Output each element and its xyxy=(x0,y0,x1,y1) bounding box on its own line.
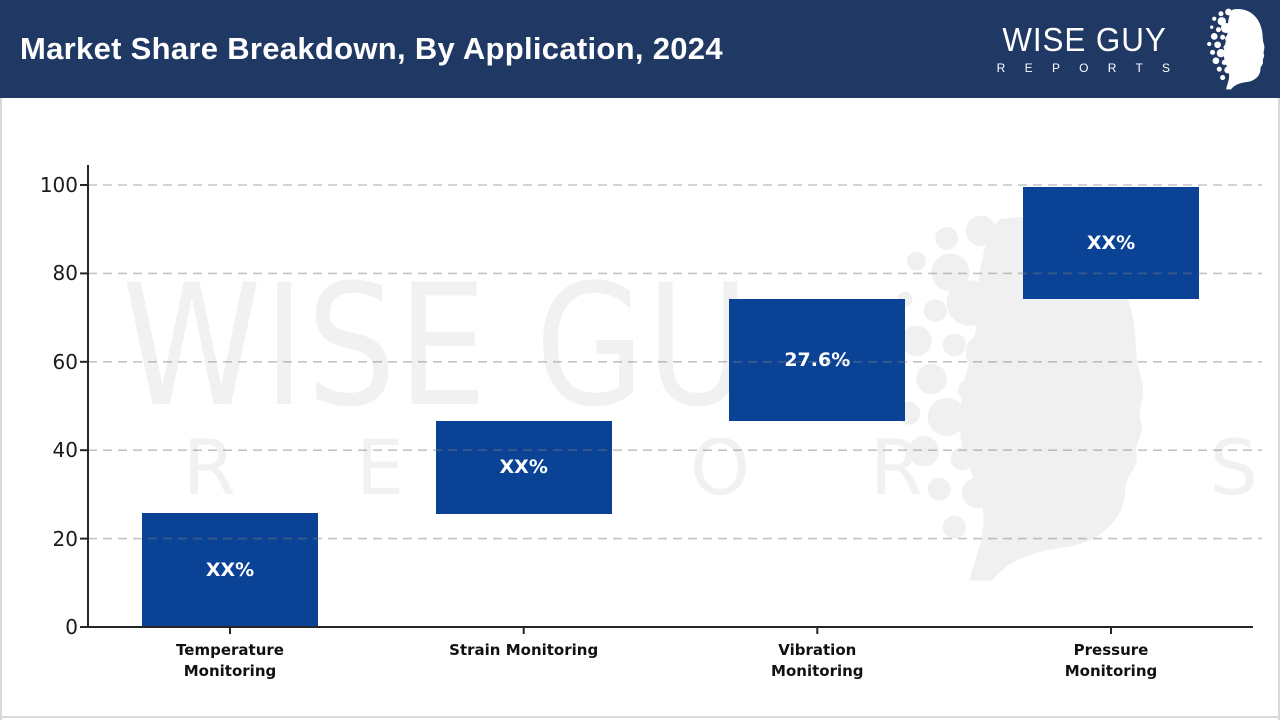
brand-logo: WISE GUY R E P O R T S xyxy=(991,0,1268,98)
category-label-temperature-monitoring: Temperature Monitoring xyxy=(176,641,284,680)
brand-subtitle: R E P O R T S xyxy=(996,61,1178,75)
bottom-border xyxy=(0,716,1280,718)
y-axis-label-100: 100 xyxy=(39,173,78,197)
brand-name: WISE GUY xyxy=(1002,21,1167,58)
page-title: Market Share Breakdown, By Application, … xyxy=(20,31,723,66)
bar-value-label: XX% xyxy=(499,456,548,479)
brand-dot-face-icon xyxy=(1207,8,1265,90)
header: Market Share Breakdown, By Application, … xyxy=(0,0,1280,98)
brand-logo-text: WISE GUY R E P O R T S xyxy=(991,23,1178,75)
bar-value-label: 27.6% xyxy=(784,349,851,372)
y-axis-label-20: 20 xyxy=(52,526,78,551)
bar-temperature-monitoring: XX% xyxy=(142,512,318,627)
category-label-pressure-monitoring: Pressure Monitoring xyxy=(1064,641,1158,680)
bar-value-label: XX% xyxy=(205,558,255,581)
right-border xyxy=(1278,98,1280,720)
left-border xyxy=(0,98,2,720)
y-axis-label-0: 0 xyxy=(65,615,78,639)
bar-pressure-monitoring: XX% xyxy=(1023,186,1199,300)
category-label-strain-monitoring: Strain Monitoring xyxy=(449,641,599,659)
bar-vibration-monitoring: 27.6% xyxy=(729,299,906,422)
y-axis-label-40: 40 xyxy=(52,438,78,463)
bar-strain-monitoring: XX% xyxy=(435,421,612,514)
y-axis-label-80: 80 xyxy=(52,261,78,286)
y-axis-label-60: 60 xyxy=(52,349,78,374)
watermark-wordmark: WISE GU xyxy=(122,248,752,444)
category-label-vibration-monitoring: Vibration Monitoring xyxy=(771,641,864,680)
bar-value-label: XX% xyxy=(1086,231,1136,254)
